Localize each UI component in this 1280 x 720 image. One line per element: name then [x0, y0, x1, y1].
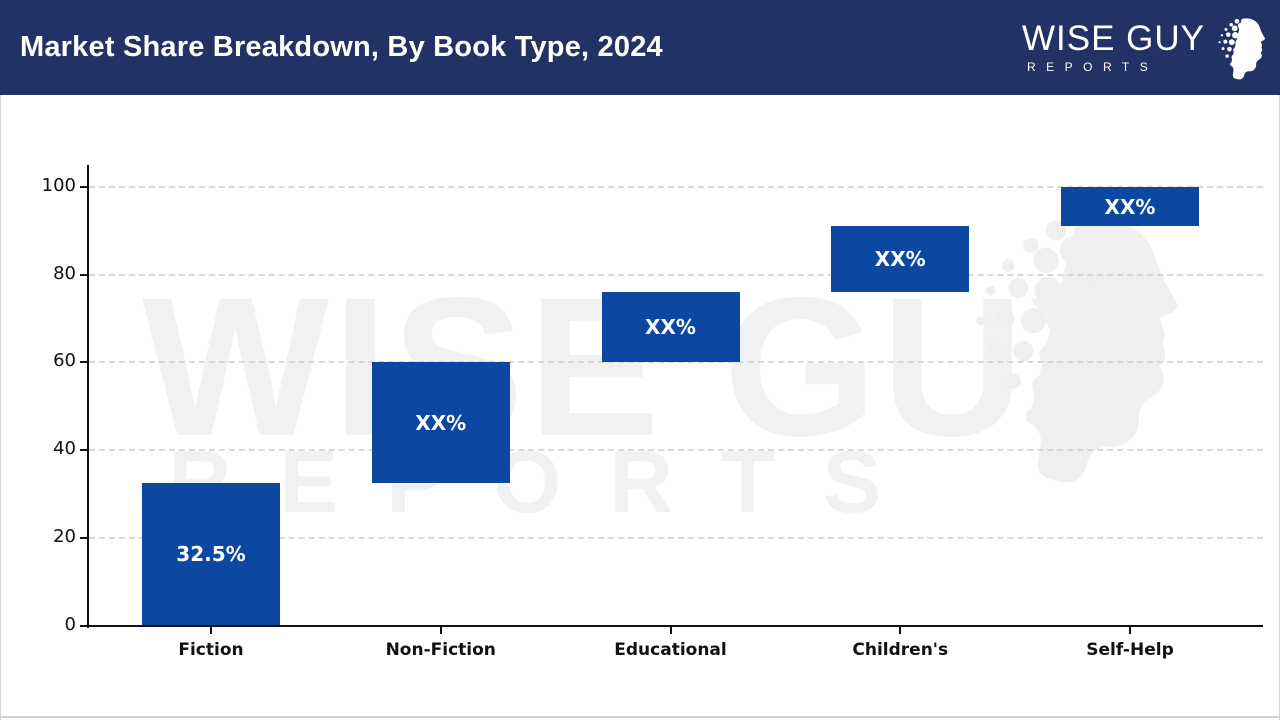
bar-segment-non-fiction: XX% [371, 362, 510, 483]
x-axis-category-label: Children's [852, 640, 949, 660]
bar-segment-fiction: 32.5% [142, 482, 280, 626]
y-tick-label: 100 [41, 175, 76, 196]
bottom-border [0, 716, 1280, 718]
wiseguy-head-icon [1208, 12, 1266, 84]
logo-subtitle: REPORTS [1026, 60, 1159, 74]
bar-segment-children-s: XX% [831, 226, 970, 293]
y-tick-label: 40 [53, 438, 76, 460]
gridline [89, 273, 1263, 276]
y-tick-label: 20 [53, 525, 76, 547]
gridline [89, 361, 1263, 364]
y-tick-label: 60 [53, 350, 76, 372]
x-axis-category-label: Non-Fiction [385, 640, 496, 660]
bar-segment-self-help: XX% [1061, 187, 1199, 227]
x-axis-line [87, 625, 1263, 627]
logo-wordmark: WISE GUY [1021, 19, 1205, 58]
y-tick-mark [80, 624, 87, 627]
x-axis-category-label: Fiction [178, 640, 244, 660]
bar-value-label: 32.5% [176, 542, 246, 567]
y-tick-mark [80, 186, 87, 188]
x-tick-mark [439, 627, 442, 634]
gridline [89, 536, 1263, 539]
gridline [89, 449, 1263, 452]
x-tick-mark [1129, 627, 1131, 634]
y-tick-label: 80 [53, 262, 76, 284]
bar-value-label: XX% [645, 315, 696, 340]
bar-segment-educational: XX% [601, 292, 740, 363]
bar-value-label: XX% [415, 410, 467, 435]
page-title: Market Share Breakdown, By Book Type, 20… [20, 31, 663, 63]
bar-value-label: XX% [1104, 194, 1156, 219]
header-bar: Market Share Breakdown, By Book Type, 20… [0, 0, 1280, 95]
bar-value-label: XX% [874, 247, 926, 272]
left-border [0, 95, 1, 720]
y-tick-label: 0 [64, 613, 76, 635]
x-tick-mark [210, 627, 212, 634]
y-tick-mark [80, 536, 87, 539]
x-axis-category-label: Educational [614, 640, 727, 660]
y-tick-mark [80, 361, 87, 364]
x-tick-mark [669, 627, 672, 634]
wiseguy-logo: WISE GUY REPORTS [1022, 12, 1266, 84]
y-tick-mark [80, 449, 87, 452]
gridline [89, 186, 1263, 188]
x-tick-mark [899, 627, 902, 634]
y-axis-line [87, 165, 89, 628]
x-axis-category-label: Self-Help [1086, 640, 1174, 660]
y-tick-mark [80, 273, 87, 276]
logo-text: WISE GUY REPORTS [1022, 21, 1205, 74]
